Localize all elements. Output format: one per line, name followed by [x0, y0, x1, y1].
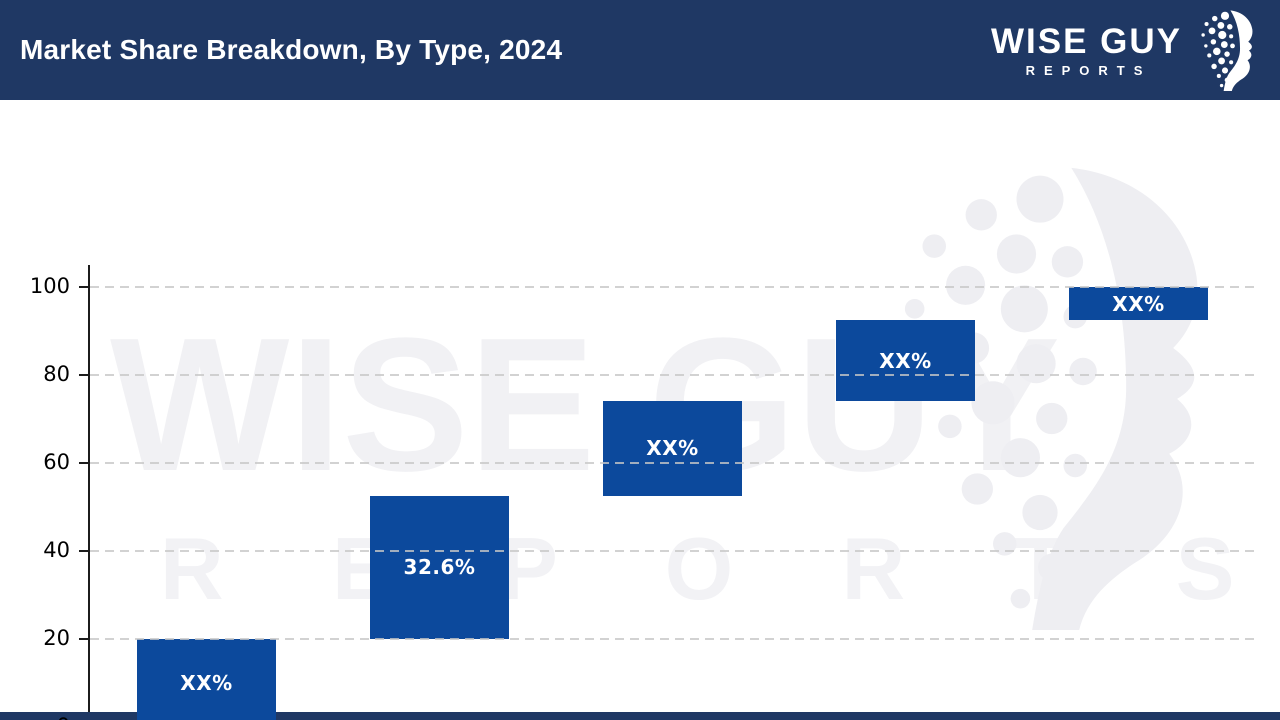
y-tick-label-20: 20	[43, 626, 70, 650]
y-tick-mark	[79, 374, 88, 376]
gridline-y40	[90, 550, 1255, 552]
bar-ammunition: XX%	[836, 320, 975, 402]
y-tick-mark	[79, 638, 88, 640]
bar-value-label: XX%	[646, 436, 699, 461]
plot-area: XX% 32.6% XX% XX% XX%	[88, 265, 1255, 720]
y-tick-mark	[79, 550, 88, 552]
bar-optics: XX%	[603, 401, 742, 496]
gridline-y80	[90, 374, 1255, 376]
y-tick-label-60: 60	[43, 450, 70, 474]
y-tick-mark	[79, 462, 88, 464]
gridline-y20	[90, 638, 1255, 640]
y-tick-label-80: 80	[43, 362, 70, 386]
y-tick-label-40: 40	[43, 538, 70, 562]
header-bar: Market Share Breakdown, By Type, 2024 WI…	[0, 0, 1280, 100]
logo-reports-label: REPORTS	[1025, 62, 1152, 78]
bar-value-label: XX%	[180, 671, 233, 695]
bar-firearms: 32.6%	[370, 495, 509, 639]
logo-wiseguy-label: WISE GUY	[990, 21, 1182, 61]
gridline-y100	[90, 286, 1255, 288]
footer-bar	[0, 712, 1280, 720]
chart-area: WISE GUY R E P O R T S XX% 32.6% XX% XX% XX%…	[0, 100, 1280, 720]
page-title: Market Share Breakdown, By Type, 2024	[20, 34, 563, 65]
bar-archery-equipment: XX%	[137, 639, 276, 720]
wiseguy-logo: WISE GUY REPORTS	[991, 9, 1262, 91]
y-tick-mark	[79, 286, 88, 288]
bar-value-label: XX%	[1112, 291, 1165, 316]
bar-value-label: 32.6%	[403, 555, 476, 580]
bar-hunting-accessories: XX%	[1069, 287, 1208, 321]
gridline-y60	[90, 462, 1255, 464]
y-tick-label-100: 100	[29, 274, 70, 298]
y-tick-label-0: 0	[0, 714, 70, 720]
wiseguy-face-icon	[1201, 10, 1253, 91]
bar-value-label: XX%	[879, 348, 932, 373]
wiseguy-logo-text: WISE GUY REPORTS	[991, 24, 1182, 77]
